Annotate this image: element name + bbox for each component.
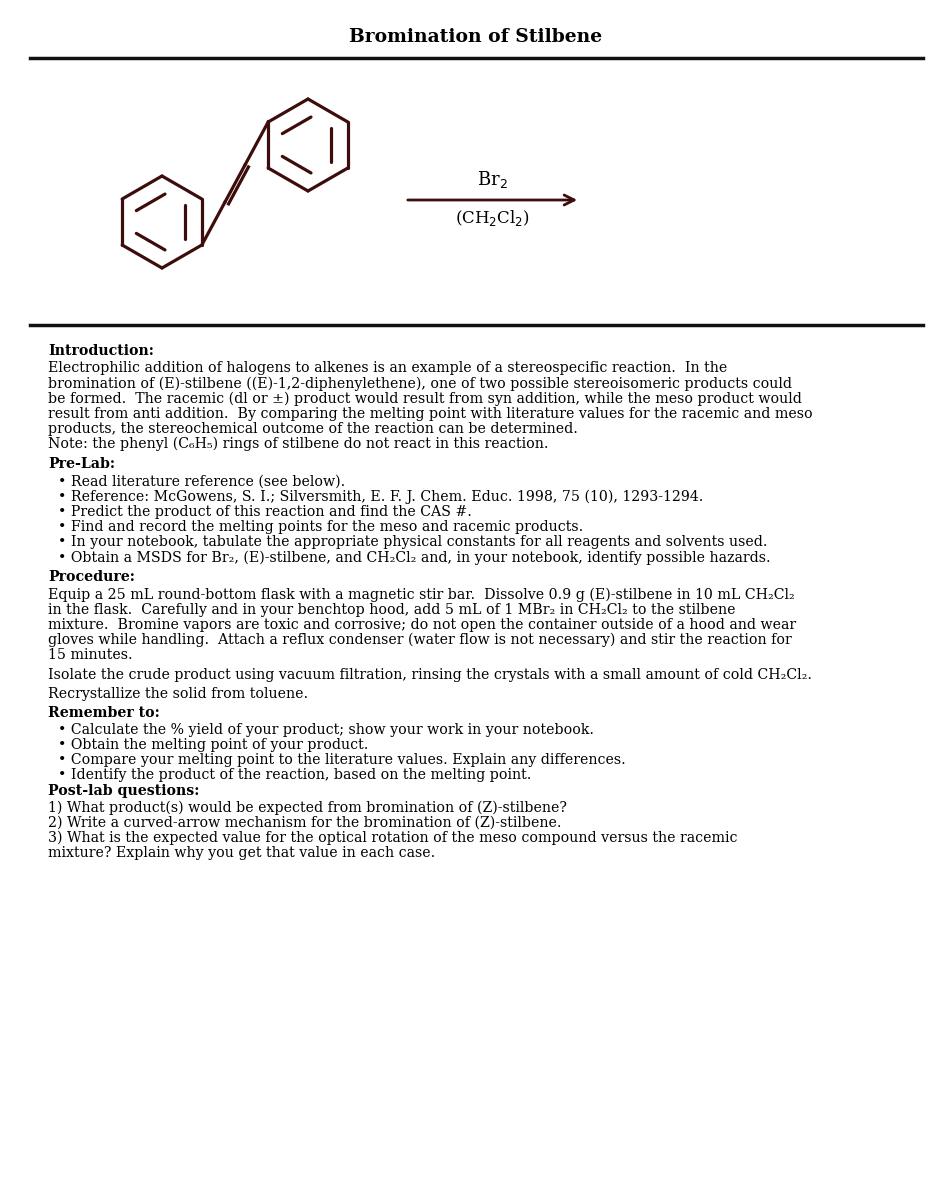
Text: 15 minutes.: 15 minutes. — [48, 648, 132, 662]
Text: Electrophilic addition of halogens to alkenes is an example of a stereospecific : Electrophilic addition of halogens to al… — [48, 361, 726, 374]
Text: • Calculate the % yield of your product; show your work in your notebook.: • Calculate the % yield of your product;… — [58, 723, 593, 737]
Text: • Predict the product of this reaction and find the CAS #.: • Predict the product of this reaction a… — [58, 505, 471, 519]
Text: Post-lab questions:: Post-lab questions: — [48, 783, 199, 798]
Text: • Identify the product of the reaction, based on the melting point.: • Identify the product of the reaction, … — [58, 768, 531, 782]
Text: • Read literature reference (see below).: • Read literature reference (see below). — [58, 474, 345, 488]
Text: Remember to:: Remember to: — [48, 706, 160, 719]
Text: • Obtain the melting point of your product.: • Obtain the melting point of your produ… — [58, 738, 368, 752]
Text: mixture.  Bromine vapors are toxic and corrosive; do not open the container outs: mixture. Bromine vapors are toxic and co… — [48, 617, 795, 632]
Text: in the flask.  Carefully and in your benchtop hood, add 5 mL of 1 MBr₂ in CH₂Cl₂: in the flask. Carefully and in your benc… — [48, 603, 735, 616]
Text: mixture? Explain why you get that value in each case.: mixture? Explain why you get that value … — [48, 846, 435, 860]
Text: gloves while handling.  Attach a reflux condenser (water flow is not necessary) : gloves while handling. Attach a reflux c… — [48, 633, 791, 647]
Text: • Obtain a MSDS for Br₂, (E)-stilbene, and CH₂Cl₂ and, in your notebook, identif: • Obtain a MSDS for Br₂, (E)-stilbene, a… — [58, 550, 770, 564]
Text: • Find and record the melting points for the meso and racemic products.: • Find and record the melting points for… — [58, 520, 583, 533]
Text: bromination of (E)-stilbene ((E)-1,2-diphenylethene), one of two possible stereo: bromination of (E)-stilbene ((E)-1,2-dip… — [48, 376, 791, 391]
Text: Br$_2$: Br$_2$ — [477, 169, 507, 190]
Text: Note: the phenyl (C₆H₅) rings of stilbene do not react in this reaction.: Note: the phenyl (C₆H₅) rings of stilben… — [48, 437, 548, 451]
Text: 1) What product(s) would be expected from bromination of (Z)-stilbene?: 1) What product(s) would be expected fro… — [48, 801, 566, 815]
Text: Pre-Lab:: Pre-Lab: — [48, 457, 115, 472]
Text: Introduction:: Introduction: — [48, 344, 153, 358]
Text: • Reference: McGowens, S. I.; Silversmith, E. F. J. Chem. Educ. 1998, 75 (10), 1: • Reference: McGowens, S. I.; Silversmit… — [58, 489, 703, 504]
Text: Recrystallize the solid from toluene.: Recrystallize the solid from toluene. — [48, 686, 307, 700]
Text: (CH$_2$Cl$_2$): (CH$_2$Cl$_2$) — [454, 209, 529, 228]
Text: • Compare your melting point to the literature values. Explain any differences.: • Compare your melting point to the lite… — [58, 754, 625, 767]
Text: Procedure:: Procedure: — [48, 570, 135, 584]
Text: Isolate the crude product using vacuum filtration, rinsing the crystals with a s: Isolate the crude product using vacuum f… — [48, 668, 811, 683]
Text: Equip a 25 mL round-bottom flask with a magnetic stir bar.  Dissolve 0.9 g (E)-s: Equip a 25 mL round-bottom flask with a … — [48, 588, 794, 602]
Text: • In your notebook, tabulate the appropriate physical constants for all reagents: • In your notebook, tabulate the appropr… — [58, 534, 766, 549]
Text: 2) Write a curved-arrow mechanism for the bromination of (Z)-stilbene.: 2) Write a curved-arrow mechanism for th… — [48, 815, 561, 830]
Text: be formed.  The racemic (dl or ±) product would result from syn addition, while : be formed. The racemic (dl or ±) product… — [48, 391, 801, 405]
Text: products, the stereochemical outcome of the reaction can be determined.: products, the stereochemical outcome of … — [48, 422, 577, 436]
Text: result from anti addition.  By comparing the melting point with literature value: result from anti addition. By comparing … — [48, 406, 812, 421]
Text: 3) What is the expected value for the optical rotation of the meso compound vers: 3) What is the expected value for the op… — [48, 831, 737, 845]
Text: Bromination of Stilbene: Bromination of Stilbene — [349, 28, 602, 46]
